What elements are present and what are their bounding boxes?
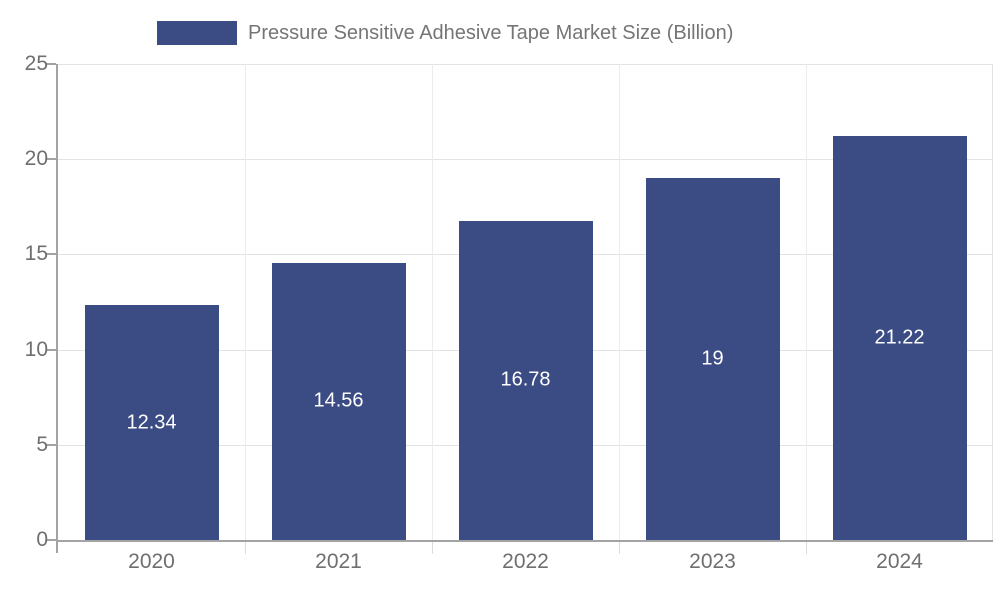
y-tick-label: 10: [24, 337, 48, 361]
bar-value-label: 19: [701, 347, 724, 370]
y-tick-label: 20: [24, 147, 48, 171]
x-tick-label: 2020: [128, 550, 175, 573]
x-axis-line: [56, 540, 993, 542]
y-tick-mark: [46, 539, 56, 541]
y-tick-label: 15: [24, 242, 48, 266]
gridline-vertical: [806, 64, 807, 540]
bar: 21.22: [832, 135, 967, 540]
y-tick-label: 0: [36, 528, 48, 551]
x-tick-label: 2023: [689, 550, 736, 573]
x-tick-mark: [806, 542, 807, 554]
bar-value-label: 21.22: [874, 326, 925, 349]
y-tick-mark: [46, 158, 56, 161]
y-axis-line: [56, 64, 58, 553]
y-tick-mark: [46, 253, 56, 256]
y-tick-label: 25: [24, 52, 48, 75]
legend[interactable]: Pressure Sensitive Adhesive Tape Market …: [157, 15, 733, 51]
x-tick-label: 2021: [315, 550, 362, 573]
x-tick-mark: [619, 542, 620, 554]
plot-border-right: [992, 64, 993, 540]
gridline-vertical: [619, 64, 620, 540]
bar-value-label: 14.56: [313, 389, 364, 412]
gridline-vertical: [432, 64, 433, 540]
x-tick-mark: [245, 542, 246, 554]
x-tick-label: 2022: [502, 550, 549, 573]
legend-swatch: [157, 21, 237, 45]
y-tick-mark: [46, 443, 56, 446]
y-tick-label: 5: [36, 432, 48, 456]
bar: 16.78: [458, 220, 593, 540]
gridline-vertical: [245, 64, 246, 540]
legend-label: Pressure Sensitive Adhesive Tape Market …: [248, 22, 734, 44]
bar: 12.34: [84, 305, 219, 540]
y-tick-mark: [46, 348, 56, 351]
y-tick-mark: [46, 63, 56, 65]
x-tick-mark: [432, 542, 433, 554]
bar: 19: [645, 178, 780, 540]
bar-value-label: 16.78: [500, 368, 551, 391]
x-tick-label: 2024: [876, 550, 923, 573]
gridline-horizontal: [58, 159, 993, 161]
gridline-horizontal: [58, 64, 993, 65]
plot-area: 12.34 14.56 16.78 19 21.22: [46, 63, 993, 554]
bar: 14.56: [271, 262, 406, 540]
bar-value-label: 12.34: [126, 411, 177, 434]
